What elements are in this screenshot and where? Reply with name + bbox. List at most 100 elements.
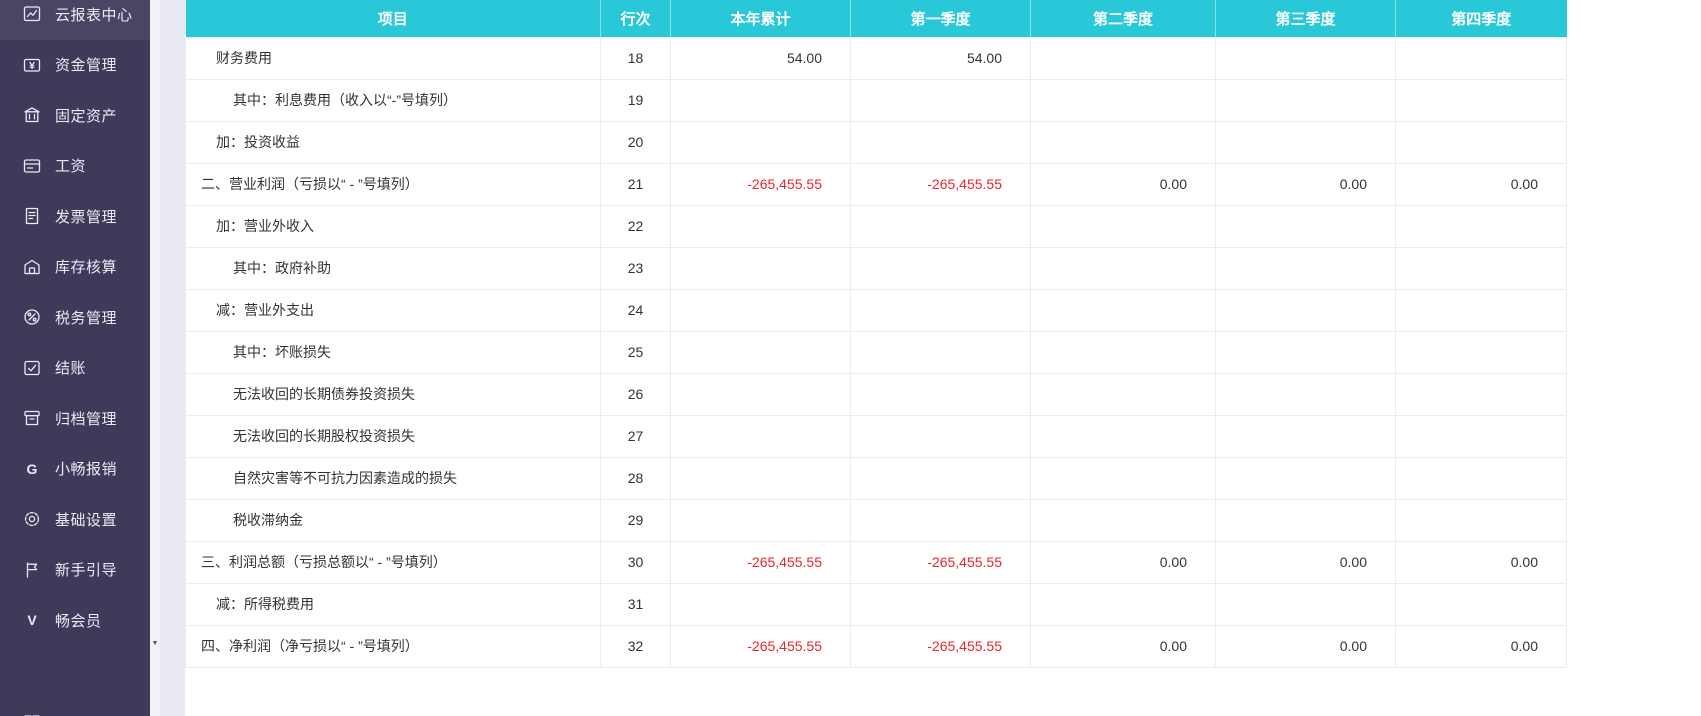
amount-cell: 0.00 <box>1395 540 1567 584</box>
sidebar-item-archive[interactable]: 归档管理 <box>0 393 160 444</box>
column-header: 第一季度 <box>850 0 1031 37</box>
amount-cell <box>1030 414 1216 458</box>
amount-cell <box>1395 456 1567 500</box>
table-row: 无法收回的长期债券投资损失 26 <box>185 372 1567 416</box>
amount-cell <box>1030 78 1216 122</box>
amount-cell <box>1030 456 1216 500</box>
line-number-cell: 26 <box>600 372 671 416</box>
sidebar-item-settings[interactable]: 基础设置 <box>0 494 160 545</box>
item-cell: 加：营业外收入 <box>185 204 601 248</box>
check-book-icon <box>22 358 42 378</box>
amount-cell: -265,455.55 <box>850 162 1031 206</box>
amount-cell <box>850 204 1031 248</box>
amount-cell <box>850 498 1031 542</box>
sidebar-item-member[interactable]: V 畅会员 <box>0 595 160 646</box>
sidebar-item-reimburse[interactable]: G 小畅报销 <box>0 444 160 495</box>
amount-cell <box>1030 288 1216 332</box>
amount-cell <box>1395 36 1567 80</box>
sidebar-item-label: 库存核算 <box>55 259 118 277</box>
amount-cell <box>850 330 1031 374</box>
amount-cell <box>1030 582 1216 626</box>
amount-cell <box>1215 330 1396 374</box>
sidebar-item-invoice[interactable]: 发票管理 <box>0 191 160 242</box>
item-cell: 减：营业外支出 <box>185 288 601 332</box>
amount-cell <box>1215 582 1396 626</box>
amount-cell: 0.00 <box>1215 624 1396 668</box>
sidebar-scrollbar[interactable]: ▼ <box>150 0 160 716</box>
amount-cell <box>1030 330 1216 374</box>
column-header: 第二季度 <box>1030 0 1216 37</box>
funds-icon: ¥ <box>22 55 42 75</box>
sidebar-item-label: 结账 <box>55 360 87 378</box>
amount-cell: 0.00 <box>1215 540 1396 584</box>
scroll-down-arrow-icon[interactable]: ▼ <box>150 634 160 652</box>
amount-cell <box>1030 204 1216 248</box>
column-header: 项目 <box>185 0 601 37</box>
amount-cell <box>850 456 1031 500</box>
line-number-cell: 32 <box>600 624 671 668</box>
amount-cell <box>670 414 851 458</box>
amount-cell: 0.00 <box>1215 162 1396 206</box>
amount-cell: 54.00 <box>850 36 1031 80</box>
table-row: 其中：政府补助 23 <box>185 246 1567 290</box>
amount-cell <box>850 372 1031 416</box>
amount-cell <box>1395 414 1567 458</box>
table-row: 四、净利润（净亏损以“ - ”号填列） 32 -265,455.55 -265,455… <box>185 624 1567 668</box>
report-icon <box>22 4 42 24</box>
percent-icon <box>22 307 42 327</box>
item-cell: 无法收回的长期股权投资损失 <box>185 414 601 458</box>
profit-report-table: 项目 行次 本年累计 第一季度 第二季度 第三季度 第四季度 财务费用 18 54.00 54.0… <box>185 0 1567 668</box>
amount-cell: -265,455.55 <box>670 162 851 206</box>
item-cell: 其中：政府补助 <box>185 246 601 290</box>
sidebar-item-cloud-report[interactable]: 云报表中心 <box>0 0 160 40</box>
amount-cell: 0.00 <box>1395 162 1567 206</box>
sidebar-item-label: 畅会员 <box>55 612 102 630</box>
amount-cell <box>850 582 1031 626</box>
table-body: 财务费用 18 54.00 54.00 其中：利息费用（收入以“-”号填列） 19 加：投资… <box>185 36 1567 668</box>
sidebar-item-closing[interactable]: 结账 <box>0 343 160 394</box>
sidebar-item-funds[interactable]: ¥ 资金管理 <box>0 40 160 91</box>
sidebar-item-label: 固定资产 <box>55 107 118 125</box>
table-row: 财务费用 18 54.00 54.00 <box>185 36 1567 80</box>
sidebar-item-fixed-assets[interactable]: 固定资产 <box>0 90 160 141</box>
sidebar-item-guide[interactable]: 新手引导 <box>0 545 160 596</box>
sidebar-item-inventory[interactable]: 库存核算 <box>0 242 160 293</box>
column-header: 行次 <box>600 0 671 37</box>
amount-cell <box>1395 372 1567 416</box>
amount-cell <box>1215 204 1396 248</box>
warehouse-icon <box>22 257 42 277</box>
line-number-cell: 20 <box>600 120 671 164</box>
line-number-cell: 27 <box>600 414 671 458</box>
sidebar-item-tax[interactable]: 税务管理 <box>0 292 160 343</box>
line-number-cell: 28 <box>600 456 671 500</box>
amount-cell <box>670 204 851 248</box>
line-number-cell: 29 <box>600 498 671 542</box>
line-number-cell: 18 <box>600 36 671 80</box>
amount-cell <box>670 330 851 374</box>
amount-cell <box>850 414 1031 458</box>
profit-report-table-area: 项目 行次 本年累计 第一季度 第二季度 第三季度 第四季度 财务费用 18 54.00 54.0… <box>185 0 1701 716</box>
letter-g-icon: G <box>22 459 42 479</box>
invoice-icon <box>22 206 42 226</box>
item-cell: 三、利润总额（亏损总额以“ - ”号填列） <box>185 540 601 584</box>
sidebar-item-salary[interactable]: 工资 <box>0 141 160 192</box>
archive-box-icon <box>22 408 42 428</box>
amount-cell <box>670 246 851 290</box>
line-number-cell: 22 <box>600 204 671 248</box>
line-number-cell: 21 <box>600 162 671 206</box>
line-number-cell: 25 <box>600 330 671 374</box>
table-row: 其中：利息费用（收入以“-”号填列） 19 <box>185 78 1567 122</box>
table-row: 减：所得税费用 31 <box>185 582 1567 626</box>
item-cell: 其中：坏账损失 <box>185 330 601 374</box>
column-header: 第三季度 <box>1215 0 1396 37</box>
item-cell: 二、营业利润（亏损以“ - ”号填列） <box>185 162 601 206</box>
amount-cell <box>1030 120 1216 164</box>
amount-cell <box>1030 498 1216 542</box>
sidebar-item-bottom-partial[interactable] <box>0 698 150 716</box>
amount-cell: 0.00 <box>1030 624 1216 668</box>
table-row: 加：投资收益 20 <box>185 120 1567 164</box>
line-number-cell: 24 <box>600 288 671 332</box>
sidebar-item-label: 资金管理 <box>55 57 118 75</box>
table-header-row: 项目 行次 本年累计 第一季度 第二季度 第三季度 第四季度 <box>185 0 1567 37</box>
